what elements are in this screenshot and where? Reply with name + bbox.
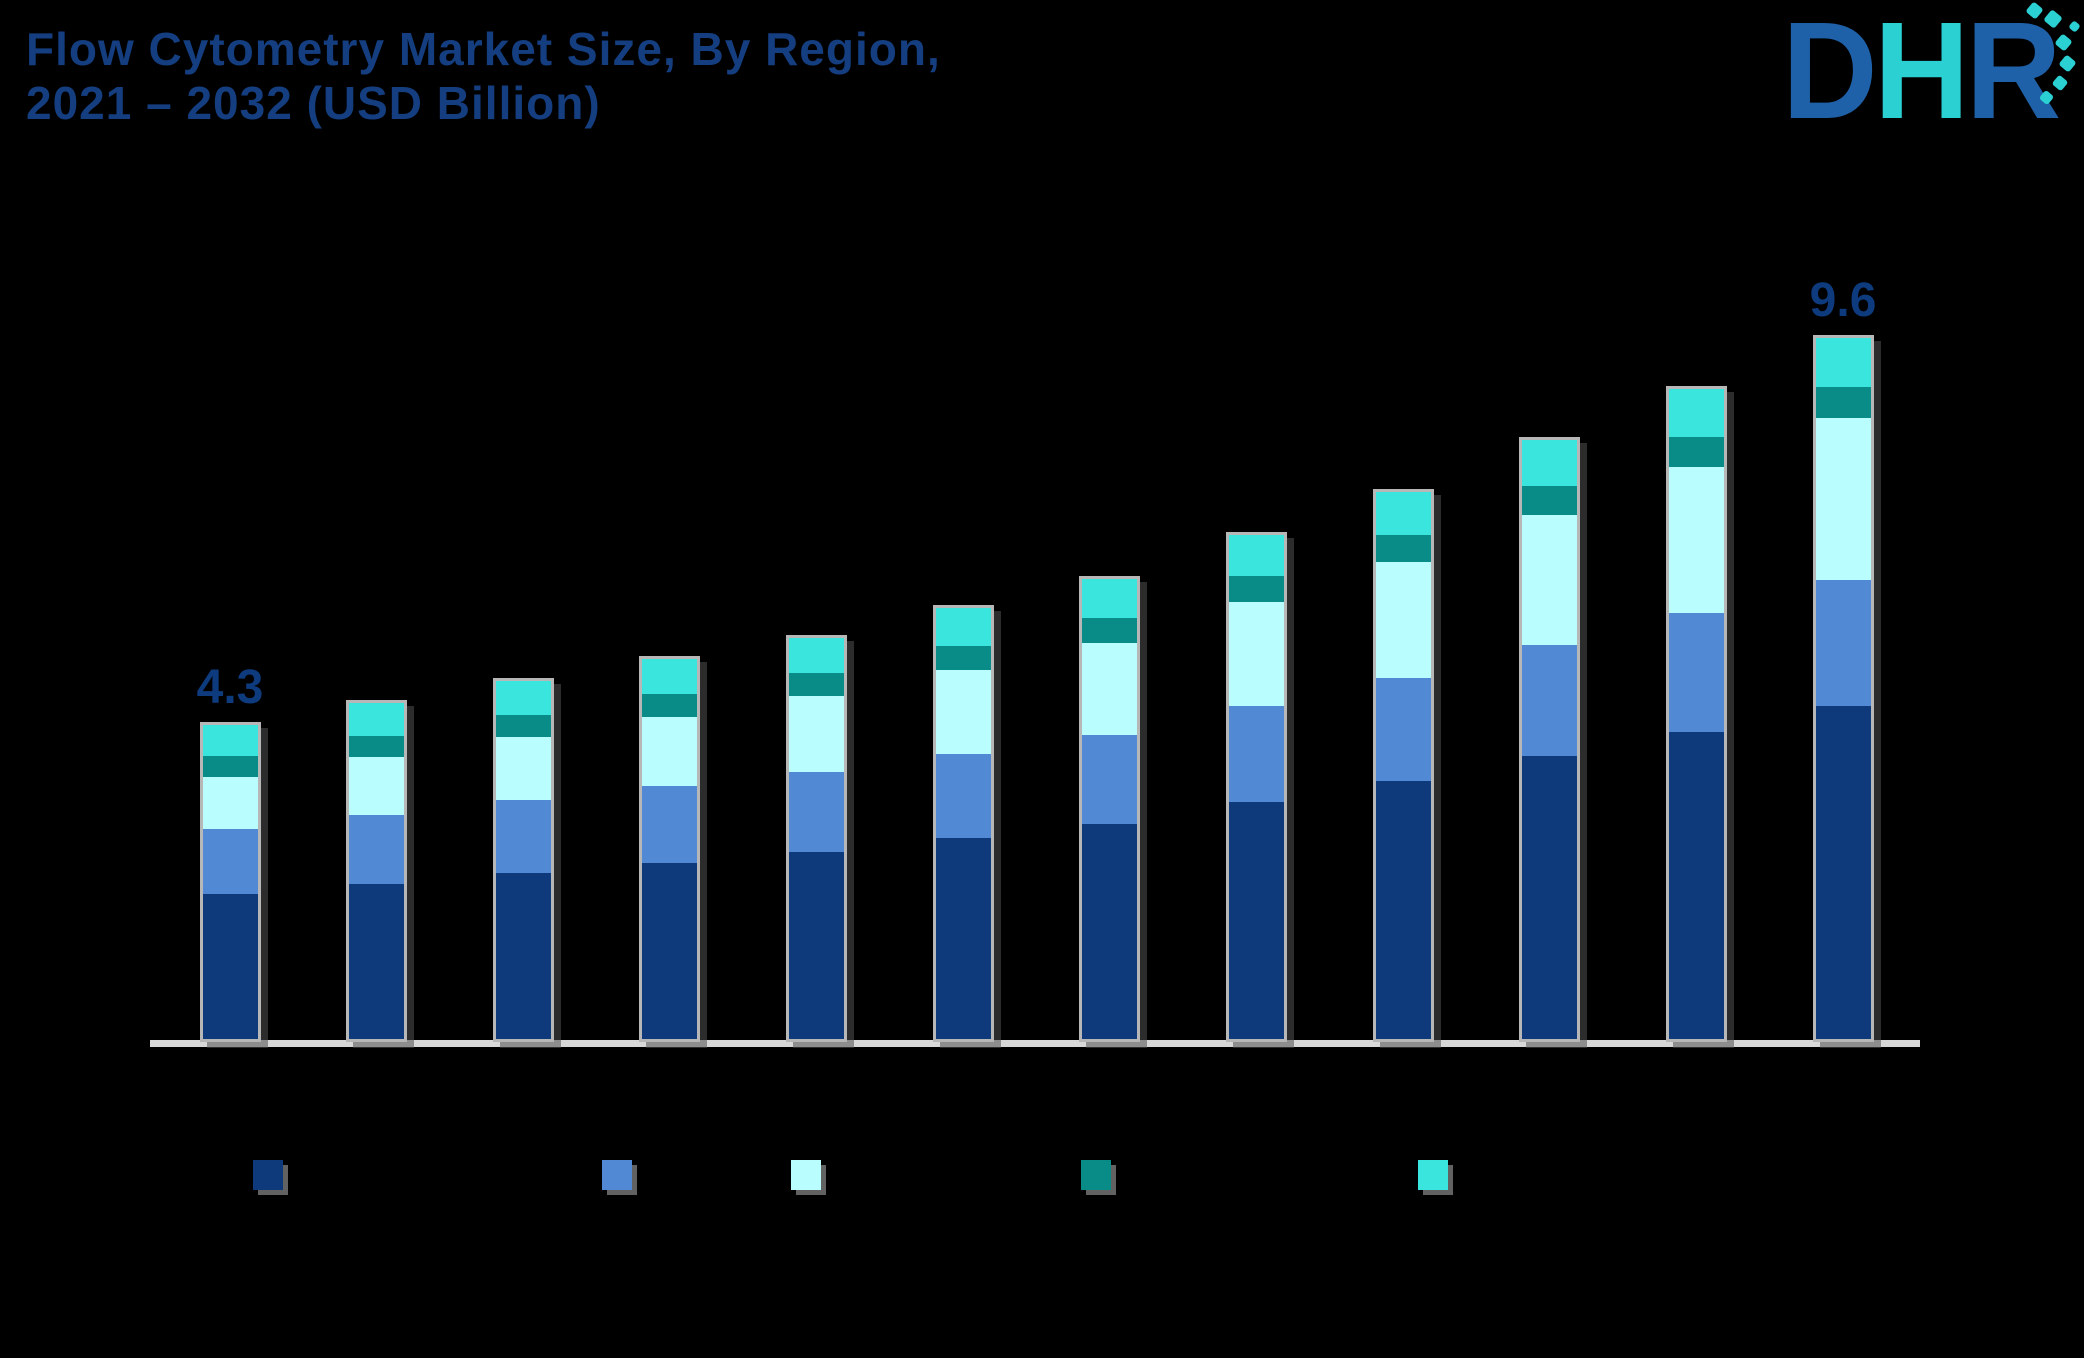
bar-2027	[1079, 576, 1141, 1042]
chart-title-line2: 2021 – 2032 (USD Billion)	[26, 77, 601, 129]
bar-2028	[1225, 532, 1287, 1042]
bar-2028-segment-series-5-turquoise	[1228, 535, 1284, 577]
bar-2032-segment-series-5-turquoise	[1815, 338, 1871, 388]
x-axis-line	[150, 1040, 1920, 1047]
legend-swatch-3	[791, 1160, 821, 1190]
logo-letter-d: D	[1782, 0, 1878, 148]
bar-2029-segment-series-3-light-cyan	[1375, 562, 1431, 679]
bar-2021-segment-series-2-medium-blue	[202, 828, 258, 895]
bar-2032-segment-series-3-light-cyan	[1815, 418, 1871, 580]
bar-2022-segment-series-3-light-cyan	[349, 757, 405, 815]
bar-2028-segment-series-4-teal	[1228, 576, 1284, 603]
chart-title-line1: Flow Cytometry Market Size, By Region,	[26, 23, 941, 75]
legend-swatch-5	[1418, 1160, 1448, 1190]
bar-2024	[639, 656, 701, 1042]
bar-2022-segment-series-1-dark-navy	[349, 884, 405, 1039]
bar-2027-segment-series-5-turquoise	[1082, 579, 1138, 618]
bar-2026-segment-series-3-light-cyan	[935, 669, 991, 754]
bar-2030-segment-series-2-medium-blue	[1522, 645, 1578, 757]
bar-2023-segment-series-5-turquoise	[495, 681, 551, 715]
bar-2031-segment-series-4-teal	[1668, 436, 1724, 468]
legend-swatch-2	[602, 1160, 632, 1190]
bar-2030-segment-series-5-turquoise	[1522, 440, 1578, 486]
bar-2025-segment-series-1-dark-navy	[789, 852, 845, 1039]
bar-2031	[1665, 386, 1727, 1042]
bar-2022	[346, 700, 408, 1042]
bar-2027-segment-series-4-teal	[1082, 617, 1138, 643]
bar-2031-segment-series-1-dark-navy	[1668, 731, 1724, 1039]
bar-2023-segment-series-4-teal	[495, 714, 551, 737]
bar-2026-segment-series-1-dark-navy	[935, 838, 991, 1039]
bar-2021	[199, 722, 261, 1042]
bar-2032-segment-series-4-teal	[1815, 387, 1871, 419]
bar-2025-segment-series-4-teal	[789, 672, 845, 696]
bar-2021-segment-series-5-turquoise	[202, 725, 258, 757]
bar-2022-segment-series-4-teal	[349, 736, 405, 758]
legend-swatch-1	[253, 1160, 283, 1190]
bar-2032-segment-series-2-medium-blue	[1815, 579, 1871, 707]
bar-2022-segment-series-5-turquoise	[349, 703, 405, 737]
bar-2025-segment-series-3-light-cyan	[789, 695, 845, 772]
bar-2029	[1372, 488, 1434, 1042]
bar-2028-segment-series-2-medium-blue	[1228, 706, 1284, 803]
bar-2024-segment-series-5-turquoise	[642, 659, 698, 695]
logo-letter-r: R	[1965, 0, 2062, 148]
bar-2026	[932, 605, 994, 1042]
bar-2025-segment-series-5-turquoise	[789, 637, 845, 673]
bar-value-label-2021: 4.3	[196, 661, 264, 715]
bar-2023-segment-series-1-dark-navy	[495, 873, 551, 1039]
bar-2029-segment-series-4-teal	[1375, 534, 1431, 563]
bar-2023	[492, 678, 554, 1042]
bar-2024-segment-series-4-teal	[642, 694, 698, 718]
bar-2027-segment-series-1-dark-navy	[1082, 823, 1138, 1039]
bar-2030-segment-series-3-light-cyan	[1522, 514, 1578, 646]
bar-value-label-2032: 9.6	[1809, 274, 1877, 328]
bar-2023-segment-series-2-medium-blue	[495, 800, 551, 874]
legend-swatch-4	[1081, 1160, 1111, 1190]
bar-2031-segment-series-5-turquoise	[1668, 389, 1724, 437]
bar-2029-segment-series-2-medium-blue	[1375, 678, 1431, 782]
bar-2028-segment-series-1-dark-navy	[1228, 802, 1284, 1039]
dhr-logo: DHR	[1782, 2, 2082, 146]
bar-2029-segment-series-1-dark-navy	[1375, 781, 1431, 1039]
bar-2026-segment-series-2-medium-blue	[935, 753, 991, 839]
bar-2030-segment-series-4-teal	[1522, 485, 1578, 515]
logo-letter-h: H	[1873, 0, 1970, 148]
bar-2023-segment-series-3-light-cyan	[495, 736, 551, 801]
dhr-logo-letters: DHR	[1782, 2, 2070, 140]
bar-2021-segment-series-4-teal	[202, 756, 258, 777]
bar-2027-segment-series-3-light-cyan	[1082, 642, 1138, 735]
bar-2030-segment-series-1-dark-navy	[1522, 756, 1578, 1039]
bar-2021-segment-series-1-dark-navy	[202, 894, 258, 1039]
bar-2026-segment-series-5-turquoise	[935, 608, 991, 646]
bar-2025-segment-series-2-medium-blue	[789, 771, 845, 853]
bar-2025	[786, 634, 848, 1042]
bar-2032-segment-series-1-dark-navy	[1815, 706, 1871, 1039]
bar-2024-segment-series-3-light-cyan	[642, 717, 698, 787]
bar-2032	[1812, 335, 1874, 1042]
bar-2024-segment-series-2-medium-blue	[642, 786, 698, 864]
bar-2027-segment-series-2-medium-blue	[1082, 734, 1138, 824]
chart-title: Flow Cytometry Market Size, By Region, 2…	[26, 22, 941, 130]
bar-2021-segment-series-3-light-cyan	[202, 776, 258, 829]
bar-2022-segment-series-2-medium-blue	[349, 814, 405, 885]
bar-2028-segment-series-3-light-cyan	[1228, 602, 1284, 707]
bar-2031-segment-series-2-medium-blue	[1668, 612, 1724, 732]
bar-2031-segment-series-3-light-cyan	[1668, 467, 1724, 613]
bar-2026-segment-series-4-teal	[935, 645, 991, 670]
bar-2029-segment-series-5-turquoise	[1375, 491, 1431, 535]
bar-2030	[1519, 437, 1581, 1042]
bar-2024-segment-series-1-dark-navy	[642, 863, 698, 1039]
